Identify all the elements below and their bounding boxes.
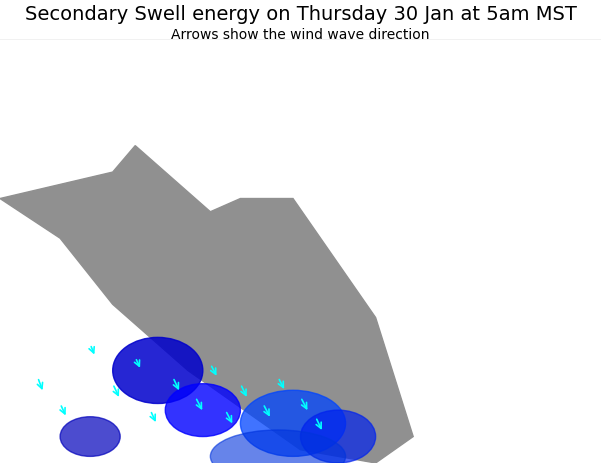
Ellipse shape — [113, 338, 203, 404]
Text: Secondary Swell energy on Thursday 30 Jan at 5am MST: Secondary Swell energy on Thursday 30 Ja… — [25, 5, 576, 24]
Polygon shape — [0, 146, 413, 463]
Ellipse shape — [240, 390, 346, 457]
Ellipse shape — [210, 430, 346, 463]
Ellipse shape — [300, 410, 376, 463]
Ellipse shape — [165, 384, 240, 437]
Text: Arrows show the wind wave direction: Arrows show the wind wave direction — [171, 28, 430, 42]
Ellipse shape — [60, 417, 120, 457]
